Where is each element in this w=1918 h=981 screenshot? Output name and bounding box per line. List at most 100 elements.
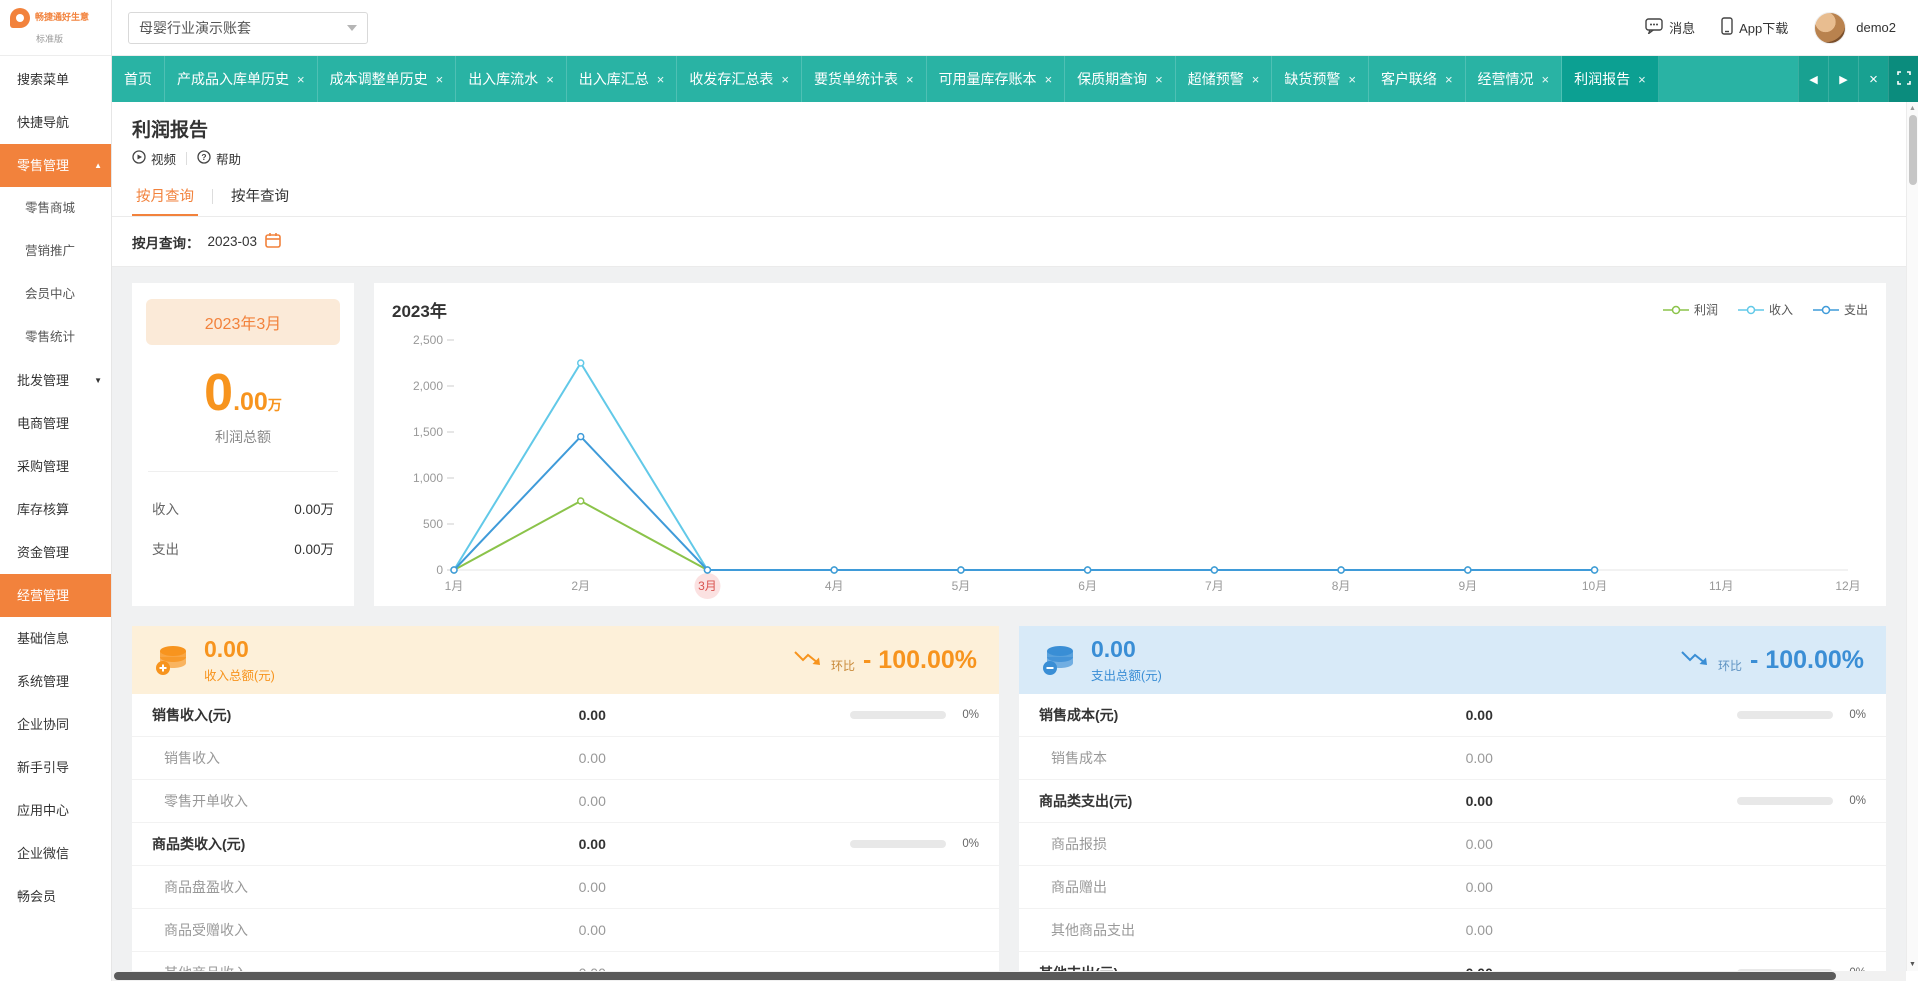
legend-item-利润[interactable]: 利润 (1662, 301, 1718, 318)
sidebar-item-9[interactable]: 采购管理 (0, 445, 111, 488)
progress-bar (850, 840, 946, 848)
tab-7[interactable]: 可用量库存账本 × (927, 56, 1066, 102)
help-link[interactable]: ? 帮助 (197, 149, 241, 168)
tab-9[interactable]: 超储预警 × (1176, 56, 1273, 102)
query-tab-1[interactable]: 按年查询 (231, 189, 289, 205)
svg-text:7月: 7月 (1205, 579, 1224, 593)
sidebar-item-15[interactable]: 企业协同 (0, 703, 111, 746)
sidebar-item-4[interactable]: 营销推广 (0, 230, 111, 273)
tab-13[interactable]: 利润报告 × (1562, 56, 1659, 102)
tab-close-icon[interactable]: × (1444, 71, 1453, 87)
tab-8[interactable]: 保质期查询 × (1065, 56, 1176, 102)
video-link[interactable]: 视频 (132, 149, 176, 168)
tab-6[interactable]: 要货单统计表 × (802, 56, 927, 102)
sidebar-item-13[interactable]: 基础信息 (0, 617, 111, 660)
tab-2[interactable]: 成本调整单历史 × (318, 56, 457, 102)
row-value: 0.00 (1403, 965, 1493, 971)
scroll-down-icon[interactable]: ▼ (1909, 961, 1916, 968)
sidebar-item-12[interactable]: 经营管理 (0, 574, 111, 617)
page-title: 利润报告 (132, 120, 209, 141)
calendar-icon[interactable] (265, 232, 281, 251)
svg-text:1,500: 1,500 (413, 425, 443, 439)
progress-percent: 0% (1849, 709, 1866, 721)
top-cards: 2023年3月 0.00万 利润总额 收入 0.00万 支出 0.00万 2023年 … (132, 283, 1886, 606)
tab-close-icon[interactable]: × (656, 71, 665, 87)
tab-3[interactable]: 出入库流水 × (456, 56, 567, 102)
sidebar-item-8[interactable]: 电商管理 (0, 402, 111, 445)
sidebar-item-11[interactable]: 资金管理 (0, 531, 111, 574)
sidebar-item-19[interactable]: 畅会员 (0, 875, 111, 918)
svg-text:500: 500 (423, 517, 443, 531)
sidebar-item-3[interactable]: 零售商城 (0, 187, 111, 230)
sidebar-item-5[interactable]: 会员中心 (0, 273, 111, 316)
tab-label: 超储预警 (1187, 71, 1244, 87)
tab-0[interactable]: 首页 (112, 56, 165, 102)
legend-item-支出[interactable]: 支出 (1812, 301, 1868, 318)
progress-percent: 0% (962, 838, 979, 850)
tab-close-icon[interactable]: × (435, 71, 444, 87)
filter-date-value[interactable]: 2023-03 (207, 234, 258, 249)
caret-down-icon: ▼ (94, 376, 102, 385)
tab-5[interactable]: 收发存汇总表 × (677, 56, 802, 102)
tab-close-icon[interactable]: × (297, 71, 305, 87)
tabs-close-all-button[interactable]: × (1858, 56, 1888, 102)
tab-12[interactable]: 经营情况 × (1466, 56, 1563, 102)
profit-amount-decimal: .00 (233, 388, 268, 416)
horizontal-scrollbar[interactable] (112, 971, 1906, 981)
sidebar-item-10[interactable]: 库存核算 (0, 488, 111, 531)
tab-close-icon[interactable]: × (905, 71, 914, 87)
tabs-scroll-right-button[interactable]: ▶ (1828, 56, 1858, 102)
scroll-up-icon[interactable]: ▲ (1909, 105, 1916, 112)
legend-item-收入[interactable]: 收入 (1737, 301, 1793, 318)
query-tab-0[interactable]: 按月查询 (132, 177, 198, 216)
tabs-scroll-left-button[interactable]: ◀ (1798, 56, 1828, 102)
content-header: 利润报告 视频 ? 帮助 按月查询 按年查询 按月查询： 2023-03 (112, 102, 1906, 267)
sidebar-item-16[interactable]: 新手引导 (0, 746, 111, 789)
tab-label: 要货单统计表 (813, 71, 898, 87)
sidebar-item-18[interactable]: 企业微信 (0, 832, 111, 875)
sidebar-item-17[interactable]: 应用中心 (0, 789, 111, 832)
video-link-label: 视频 (151, 153, 177, 167)
tab-close-icon[interactable]: × (781, 71, 789, 87)
sidebar-item-0[interactable]: 搜索菜单 (0, 58, 111, 101)
tab-close-icon[interactable]: × (1251, 71, 1260, 87)
app-download-button[interactable]: App下载 (1721, 17, 1788, 38)
username[interactable]: demo2 (1856, 20, 1896, 35)
chat-icon (1645, 18, 1663, 37)
tab-label: 出入库流水 (468, 71, 539, 87)
tab-1[interactable]: 产成品入库单历史 × (165, 56, 318, 102)
vertical-scrollbar[interactable]: ▲ ▼ (1906, 102, 1918, 971)
sidebar-item-7[interactable]: 批发管理 ▼ (0, 359, 111, 402)
tab-close-icon[interactable]: × (1541, 71, 1550, 87)
panel-row: 商品赠出 0.00 (1019, 866, 1886, 909)
sidebar-item-2[interactable]: 零售管理 ▲ (0, 144, 111, 187)
tab-close-icon[interactable]: × (546, 71, 554, 87)
messages-button[interactable]: 消息 (1645, 18, 1695, 37)
video-icon (132, 150, 146, 167)
vertical-scroll-thumb[interactable] (1908, 115, 1917, 185)
row-value: 0.00 (578, 750, 606, 766)
income-total-label: 收入总额(元) (204, 669, 275, 683)
tab-close-icon[interactable]: × (1044, 71, 1053, 87)
sidebar-item-14[interactable]: 系统管理 (0, 660, 111, 703)
tab-close-icon[interactable]: × (1155, 71, 1163, 87)
app-download-label: App下载 (1739, 21, 1789, 36)
fullscreen-button[interactable] (1888, 56, 1918, 102)
tab-10[interactable]: 缺货预警 × (1272, 56, 1369, 102)
tab-close-icon[interactable]: × (1348, 71, 1356, 87)
tab-close-icon[interactable]: × (1638, 71, 1646, 87)
account-select[interactable]: 母婴行业演示账套 (128, 11, 368, 44)
horizontal-scroll-thumb[interactable] (114, 972, 1837, 980)
sidebar-item-6[interactable]: 零售统计 (0, 316, 111, 359)
logo[interactable]: 畅捷通好生意 标准版 (0, 0, 111, 56)
legend-marker-icon (1812, 305, 1839, 314)
sidebar-item-1[interactable]: 快捷导航 (0, 101, 111, 144)
avatar[interactable] (1814, 11, 1847, 44)
tab-4[interactable]: 出入库汇总 × (567, 56, 678, 102)
tab-11[interactable]: 客户联络 × (1369, 56, 1466, 102)
tab-label: 可用量库存账本 (938, 71, 1037, 87)
panel-row: 其他支出(元)0.00 0% (1019, 952, 1886, 971)
row-meter: 0% (1737, 967, 1866, 971)
panel-row: 商品报损 0.00 (1019, 823, 1886, 866)
row-label: 销售收入 (164, 750, 220, 766)
